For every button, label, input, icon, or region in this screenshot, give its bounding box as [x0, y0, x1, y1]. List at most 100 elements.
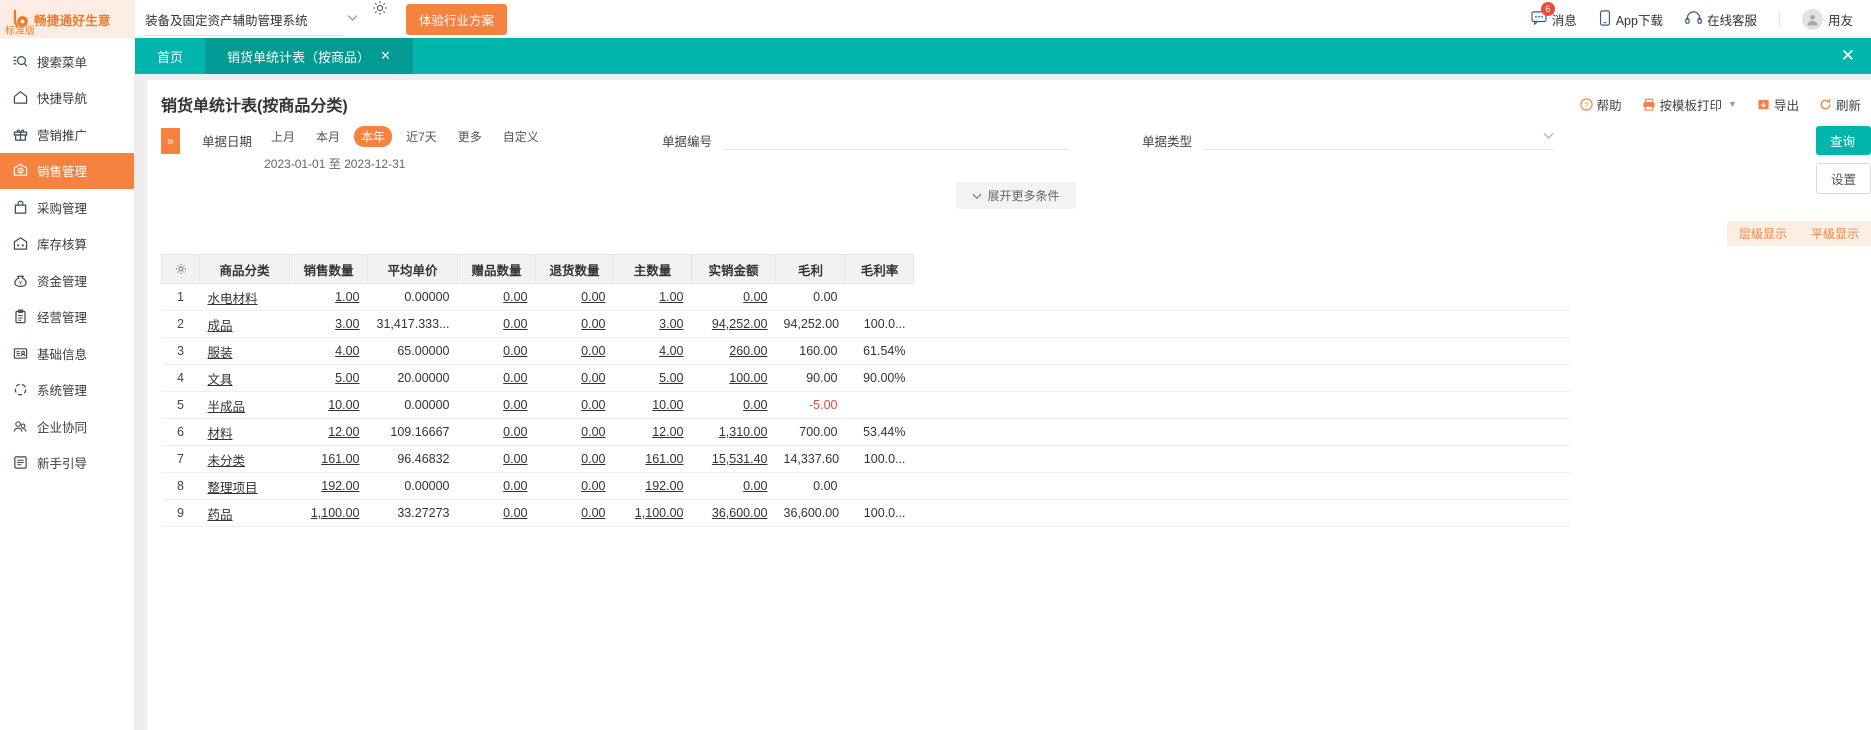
cell-category-link[interactable]: 材料 [207, 426, 233, 441]
hierarchical-display-button[interactable]: 层级显示 [1726, 221, 1799, 246]
column-header-profit-rate[interactable]: 毛利率 [845, 254, 914, 284]
flat-display-button[interactable]: 平级显示 [1798, 221, 1871, 246]
print-template-button[interactable]: 按模板打印 ▼ [1642, 95, 1737, 114]
cell-amount[interactable]: 0.00 [691, 472, 776, 500]
cell-category[interactable]: 水电材料 [199, 283, 290, 311]
cell-main-qty[interactable]: 1,100.00 [613, 499, 692, 527]
cell-category-link[interactable]: 成品 [207, 318, 233, 333]
cell-return-qty-link[interactable]: 0.00 [581, 479, 606, 493]
tab-close-icon[interactable]: ✕ [380, 48, 391, 63]
tab-home[interactable]: 首页 [135, 38, 205, 74]
cell-category[interactable]: 文具 [199, 364, 290, 392]
cell-main-qty[interactable]: 12.00 [613, 418, 692, 446]
cell-qty-link[interactable]: 12.00 [328, 425, 360, 439]
cell-amount-link[interactable]: 260.00 [729, 344, 768, 358]
refresh-button[interactable]: 刷新 [1819, 95, 1861, 114]
cell-main-qty[interactable]: 4.00 [613, 337, 692, 365]
sidebar-item-basic-info[interactable]: 基础信息 [0, 335, 134, 372]
column-header-amount[interactable]: 实销金额 [691, 254, 776, 284]
tab-sales-report[interactable]: 销货单统计表（按商品） ✕ [205, 38, 413, 74]
table-row[interactable]: 2 成品 3.00 31,417.333... 0.00 0.00 3.00 94,252.0… [161, 310, 1571, 338]
cell-return-qty[interactable]: 0.00 [535, 337, 614, 365]
cell-gift-qty[interactable]: 0.00 [457, 418, 536, 446]
help-button[interactable]: ? 帮助 [1579, 95, 1622, 114]
column-settings-header[interactable] [161, 254, 200, 284]
sidebar-item-system-management[interactable]: 系统管理 [0, 372, 134, 409]
cell-return-qty[interactable]: 0.00 [535, 391, 614, 419]
cell-gift-qty-link[interactable]: 0.00 [503, 371, 528, 385]
cell-amount[interactable]: 0.00 [691, 391, 776, 419]
cell-qty[interactable]: 5.00 [289, 364, 368, 392]
table-row[interactable]: 6 材料 12.00 109.16667 0.00 0.00 12.00 1,310.00 70… [161, 418, 1571, 446]
date-chip-more[interactable]: 更多 [457, 130, 482, 144]
cell-return-qty-link[interactable]: 0.00 [581, 317, 606, 331]
cell-return-qty[interactable]: 0.00 [535, 310, 614, 338]
cell-gift-qty[interactable]: 0.00 [457, 472, 536, 500]
cell-category[interactable]: 成品 [199, 310, 290, 338]
cell-main-qty-link[interactable]: 192.00 [645, 479, 684, 493]
cell-amount-link[interactable]: 15,531.40 [711, 452, 768, 466]
messages-button[interactable]: 消息 6 [1531, 1, 1577, 29]
cell-main-qty[interactable]: 10.00 [613, 391, 692, 419]
cell-qty-link[interactable]: 5.00 [335, 371, 360, 385]
cell-category-link[interactable]: 药品 [207, 507, 233, 522]
cell-qty-link[interactable]: 10.00 [328, 398, 360, 412]
cell-amount[interactable]: 1,310.00 [691, 418, 776, 446]
cell-main-qty[interactable]: 1.00 [613, 283, 692, 311]
cell-gift-qty-link[interactable]: 0.00 [503, 317, 528, 331]
cell-category-link[interactable]: 服装 [207, 345, 233, 360]
cell-category-link[interactable]: 半成品 [207, 399, 246, 414]
cell-qty[interactable]: 161.00 [289, 445, 368, 473]
sidebar-item-inventory-accounting[interactable]: 库存核算 [0, 226, 134, 263]
cell-qty-link[interactable]: 3.00 [335, 317, 360, 331]
cell-gift-qty[interactable]: 0.00 [457, 499, 536, 527]
doc-type-select[interactable] [1204, 126, 1555, 150]
table-row[interactable]: 8 整理项目 192.00 0.00000 0.00 0.00 192.00 0.00 0.00 [161, 472, 1571, 500]
cell-gift-qty[interactable]: 0.00 [457, 391, 536, 419]
column-header-main-qty[interactable]: 主数量 [613, 254, 692, 284]
cell-main-qty[interactable]: 5.00 [613, 364, 692, 392]
cell-qty[interactable]: 1,100.00 [289, 499, 368, 527]
cell-qty[interactable]: 3.00 [289, 310, 368, 338]
cell-amount-link[interactable]: 100.00 [729, 371, 768, 385]
sidebar-item-beginner-guide[interactable]: 新手引导 [0, 445, 134, 482]
doc-no-input[interactable] [724, 126, 1070, 150]
cell-gift-qty-link[interactable]: 0.00 [503, 479, 528, 493]
cell-return-qty[interactable]: 0.00 [535, 418, 614, 446]
cell-return-qty-link[interactable]: 0.00 [581, 344, 606, 358]
table-row[interactable]: 4 文具 5.00 20.00000 0.00 0.00 5.00 100.00 90.00 90… [161, 364, 1571, 392]
cell-qty-link[interactable]: 192.00 [321, 479, 360, 493]
cell-category-link[interactable]: 文具 [207, 372, 233, 387]
cell-qty[interactable]: 192.00 [289, 472, 368, 500]
sidebar-item-sales-management[interactable]: $ 销售管理 [0, 152, 134, 189]
cell-category[interactable]: 未分类 [199, 445, 290, 473]
cell-amount-link[interactable]: 36,600.00 [711, 506, 768, 520]
expand-more-button[interactable]: 展开更多条件 [956, 182, 1076, 209]
cell-main-qty-link[interactable]: 1,100.00 [634, 506, 684, 520]
cell-amount-link[interactable]: 94,252.00 [711, 317, 768, 331]
cell-main-qty-link[interactable]: 10.00 [652, 398, 684, 412]
column-header-category[interactable]: 商品分类 [199, 254, 290, 284]
cell-category[interactable]: 半成品 [199, 391, 290, 419]
cell-amount[interactable]: 94,252.00 [691, 310, 776, 338]
sidebar-item-operations-management[interactable]: 经营管理 [0, 299, 134, 336]
cell-return-qty-link[interactable]: 0.00 [581, 425, 606, 439]
system-settings-gear-icon[interactable] [372, 0, 388, 38]
export-button[interactable]: 导出 [1757, 95, 1799, 114]
sidebar-item-search-menu[interactable]: 搜索菜单 [0, 43, 134, 80]
cell-main-qty-link[interactable]: 4.00 [659, 344, 684, 358]
online-service-button[interactable]: 在线客服 [1685, 10, 1757, 29]
cell-main-qty[interactable]: 192.00 [613, 472, 692, 500]
cell-qty[interactable]: 4.00 [289, 337, 368, 365]
cell-gift-qty-link[interactable]: 0.00 [503, 452, 528, 466]
cell-category-link[interactable]: 未分类 [207, 453, 246, 468]
date-chip-last-month[interactable]: 上月 [271, 130, 296, 144]
cell-main-qty-link[interactable]: 1.00 [659, 290, 684, 304]
table-row[interactable]: 5 半成品 10.00 0.00000 0.00 0.00 10.00 0.00 -5.00 [161, 391, 1571, 419]
sidebar-item-enterprise-collaboration[interactable]: 企业协同 [0, 408, 134, 445]
cell-category-link[interactable]: 整理项目 [207, 480, 258, 495]
table-row[interactable]: 1 水电材料 1.00 0.00000 0.00 0.00 1.00 0.00 0.00 [161, 283, 1571, 311]
cell-qty-link[interactable]: 1.00 [335, 290, 360, 304]
cell-return-qty[interactable]: 0.00 [535, 472, 614, 500]
sidebar-item-marketing[interactable]: 营销推广 [0, 116, 134, 153]
